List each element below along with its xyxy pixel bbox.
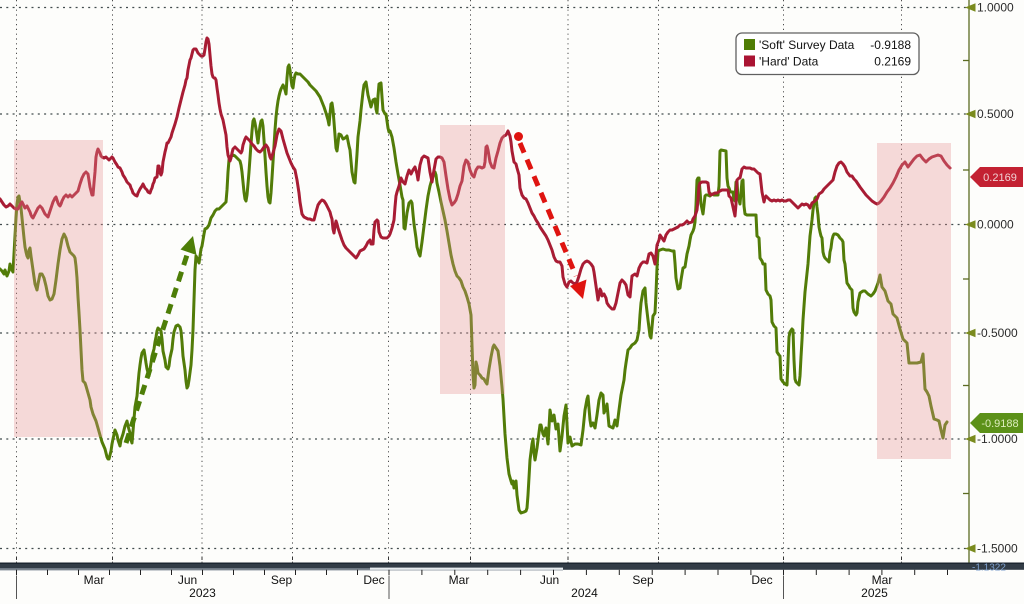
svg-text:2025: 2025 bbox=[861, 586, 888, 599]
svg-text:0.2169: 0.2169 bbox=[983, 172, 1017, 184]
svg-text:-1.1322: -1.1322 bbox=[972, 563, 1006, 574]
svg-text:-1.5000: -1.5000 bbox=[977, 542, 1018, 556]
svg-text:-0.5000: -0.5000 bbox=[977, 326, 1018, 340]
svg-text:'Hard' Data: 'Hard' Data bbox=[759, 55, 819, 69]
svg-text:-0.9188: -0.9188 bbox=[870, 38, 911, 52]
svg-text:Sep: Sep bbox=[271, 573, 293, 587]
svg-text:Mar: Mar bbox=[84, 573, 105, 587]
svg-text:Jun: Jun bbox=[540, 573, 559, 587]
svg-text:Jun: Jun bbox=[178, 573, 197, 587]
svg-text:0.2169: 0.2169 bbox=[874, 55, 911, 69]
svg-text:0.5000: 0.5000 bbox=[977, 107, 1014, 121]
svg-text:Dec: Dec bbox=[363, 573, 384, 587]
svg-text:Mar: Mar bbox=[449, 573, 470, 587]
svg-text:Dec: Dec bbox=[751, 573, 772, 587]
svg-text:2024: 2024 bbox=[571, 586, 598, 599]
svg-text:-1.0000: -1.0000 bbox=[977, 432, 1018, 446]
svg-text:2023: 2023 bbox=[189, 586, 216, 599]
svg-text:Mar: Mar bbox=[872, 573, 893, 587]
svg-text:Sep: Sep bbox=[632, 573, 654, 587]
svg-text:0.0000: 0.0000 bbox=[977, 218, 1014, 232]
svg-text:1.0000: 1.0000 bbox=[977, 1, 1014, 15]
svg-text:'Soft' Survey Data: 'Soft' Survey Data bbox=[759, 38, 855, 52]
svg-text:-0.9188: -0.9188 bbox=[981, 418, 1018, 430]
